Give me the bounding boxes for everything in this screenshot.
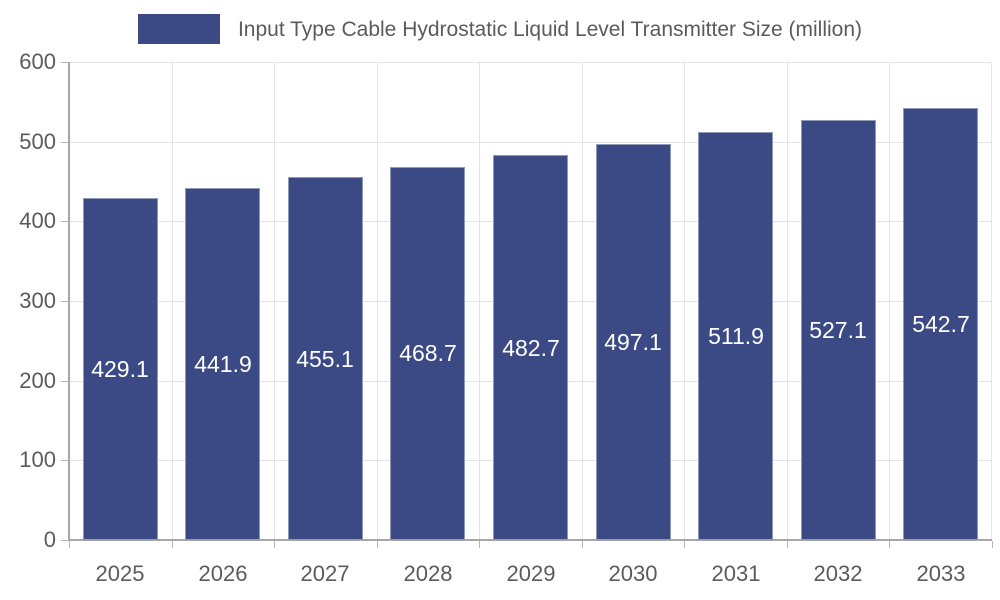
- x-axis-tick-mark: [992, 541, 993, 548]
- x-axis-tick-label: 2032: [813, 561, 863, 586]
- gridline-horizontal: [69, 141, 992, 143]
- y-axis-tick-mark: [61, 460, 69, 461]
- bar-value-label: 455.1: [296, 346, 354, 372]
- bar[interactable]: [596, 144, 671, 540]
- bar[interactable]: [83, 198, 158, 540]
- y-axis-tick-label: 300: [19, 288, 56, 313]
- x-axis-tick-mark: [172, 541, 173, 548]
- x-axis-tick-mark: [479, 541, 480, 548]
- x-axis-tick-mark: [377, 541, 378, 548]
- legend-label: Input Type Cable Hydrostatic Liquid Leve…: [237, 17, 863, 41]
- x-axis-tick-label: 2031: [711, 561, 761, 586]
- gridline-vertical: [684, 62, 685, 540]
- x-axis-tick-label: 2033: [916, 561, 966, 586]
- x-axis-tick-mark: [889, 541, 890, 548]
- bar[interactable]: [903, 108, 978, 540]
- x-axis-tick-label: 2029: [506, 561, 556, 586]
- bar[interactable]: [390, 167, 465, 540]
- bar[interactable]: [698, 132, 773, 540]
- y-axis-tick-label: 200: [19, 367, 56, 393]
- gridline-vertical: [377, 62, 378, 540]
- y-axis-tick-label: 100: [19, 447, 56, 473]
- gridline-vertical: [787, 62, 788, 540]
- bar-value-label: 429.1: [91, 356, 149, 382]
- bar[interactable]: [801, 120, 876, 540]
- y-axis-tick-mark: [61, 221, 69, 222]
- x-axis-tick-mark: [582, 541, 583, 548]
- bar-value-label: 527.1: [809, 317, 867, 343]
- y-axis-tick-label: 0: [43, 527, 56, 552]
- x-axis-tick-label: 2028: [403, 561, 453, 586]
- gridline-vertical: [889, 62, 890, 540]
- y-axis-tick-mark: [61, 301, 69, 302]
- x-axis-tick-mark: [787, 541, 788, 548]
- x-axis-tick-mark: [69, 541, 70, 548]
- gridline-vertical: [274, 62, 275, 540]
- y-axis-tick-mark: [61, 381, 69, 382]
- bar-value-label: 511.9: [708, 323, 764, 349]
- bar[interactable]: [493, 155, 568, 540]
- bar-value-label: 482.7: [502, 335, 560, 361]
- x-axis-tick-label: 2025: [95, 561, 145, 586]
- bar-value-label: 468.7: [399, 340, 457, 366]
- x-axis-tick-mark: [274, 541, 275, 548]
- y-axis-tick-label: 600: [19, 49, 56, 74]
- bar[interactable]: [185, 188, 260, 540]
- x-axis-tick-mark: [684, 541, 685, 548]
- x-axis-line: [69, 539, 992, 541]
- y-axis-tick-label: 500: [19, 128, 56, 154]
- bar-value-label: 542.7: [912, 311, 970, 337]
- x-axis-tick-label: 2026: [198, 561, 248, 586]
- y-axis-tick-mark: [61, 540, 69, 541]
- x-axis-tick-label: 2030: [608, 561, 658, 586]
- y-axis-tick-label: 400: [19, 208, 56, 234]
- bar[interactable]: [288, 177, 363, 540]
- y-axis-tick-mark: [61, 142, 69, 143]
- y-axis-tick-mark: [61, 62, 69, 63]
- bar-value-label: 441.9: [194, 351, 252, 377]
- chart-legend: Input Type Cable Hydrostatic Liquid Leve…: [0, 10, 1000, 48]
- gridline-vertical: [172, 62, 173, 540]
- x-axis-tick-label: 2027: [300, 561, 350, 586]
- gridline-vertical: [479, 62, 480, 540]
- legend-color-swatch: [137, 14, 220, 44]
- y-axis-line: [68, 62, 70, 541]
- bar-value-label: 497.1: [604, 329, 662, 355]
- gridline-horizontal: [69, 62, 992, 63]
- gridline-vertical: [582, 62, 583, 540]
